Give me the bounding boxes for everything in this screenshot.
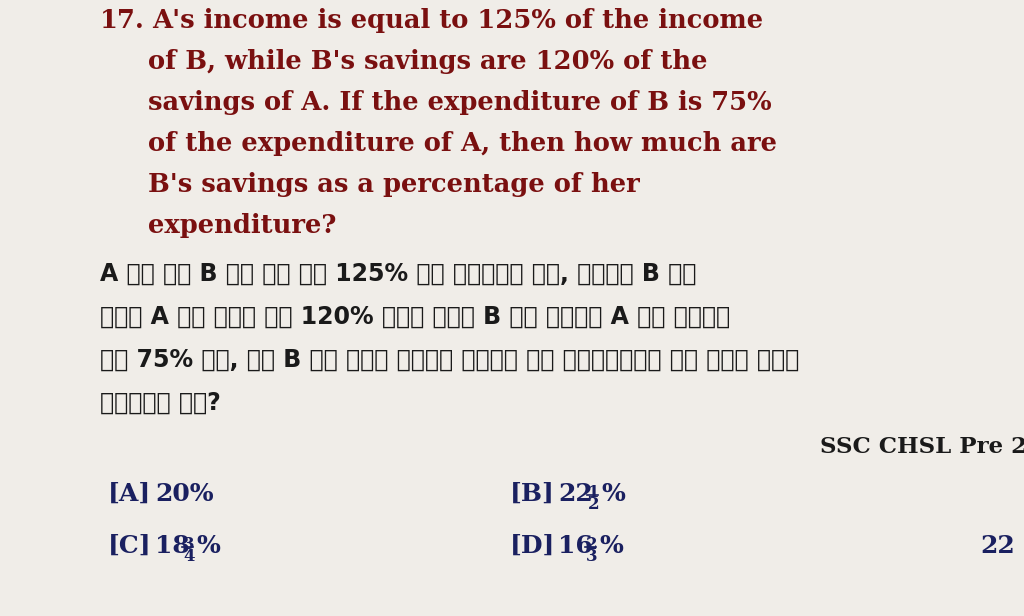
Text: 4: 4 — [183, 548, 195, 565]
Text: [B]: [B] — [510, 482, 555, 506]
Text: A की आय B की आय के 125% के बराबर है, जबकि B की: A की आय B की आय के 125% के बराबर है, जबक… — [100, 262, 696, 286]
Text: A's income is equal to 125% of the income: A's income is equal to 125% of the incom… — [152, 8, 763, 33]
Text: 3: 3 — [183, 536, 195, 553]
Text: [C]: [C] — [108, 534, 152, 558]
Text: 1: 1 — [588, 484, 599, 501]
Text: 22: 22 — [980, 534, 1015, 558]
Text: %: % — [196, 534, 220, 558]
Text: 2: 2 — [588, 496, 600, 513]
Text: 18: 18 — [155, 534, 189, 558]
Text: SSC CHSL Pre 2024: SSC CHSL Pre 2024 — [820, 436, 1024, 458]
Text: [D]: [D] — [510, 534, 555, 558]
Text: 17.: 17. — [100, 8, 144, 33]
Text: savings of A. If the expenditure of B is 75%: savings of A. If the expenditure of B is… — [148, 90, 772, 115]
Text: expenditure?: expenditure? — [148, 213, 336, 238]
Text: [A]: [A] — [108, 482, 152, 506]
Text: कितनी है?: कितनी है? — [100, 391, 221, 415]
Text: 2: 2 — [586, 536, 598, 553]
Text: B's savings as a percentage of her: B's savings as a percentage of her — [148, 172, 640, 197]
Text: of B, while B's savings are 120% of the: of B, while B's savings are 120% of the — [148, 49, 708, 74]
Text: का 75% है, तो B की बचत उसके व्यय के प्रतिशत के रूप में: का 75% है, तो B की बचत उसके व्यय के प्रत… — [100, 348, 800, 372]
Text: 3: 3 — [586, 548, 598, 565]
Text: %: % — [599, 534, 623, 558]
Text: of the expenditure of A, then how much are: of the expenditure of A, then how much a… — [148, 131, 777, 156]
Text: 16: 16 — [558, 534, 593, 558]
Text: 22: 22 — [558, 482, 593, 506]
Text: बचत A की बचत का 120% है। यदि B का व्यय A के व्यय: बचत A की बचत का 120% है। यदि B का व्यय A… — [100, 305, 730, 329]
Text: 20%: 20% — [155, 482, 214, 506]
Text: %: % — [601, 482, 625, 506]
